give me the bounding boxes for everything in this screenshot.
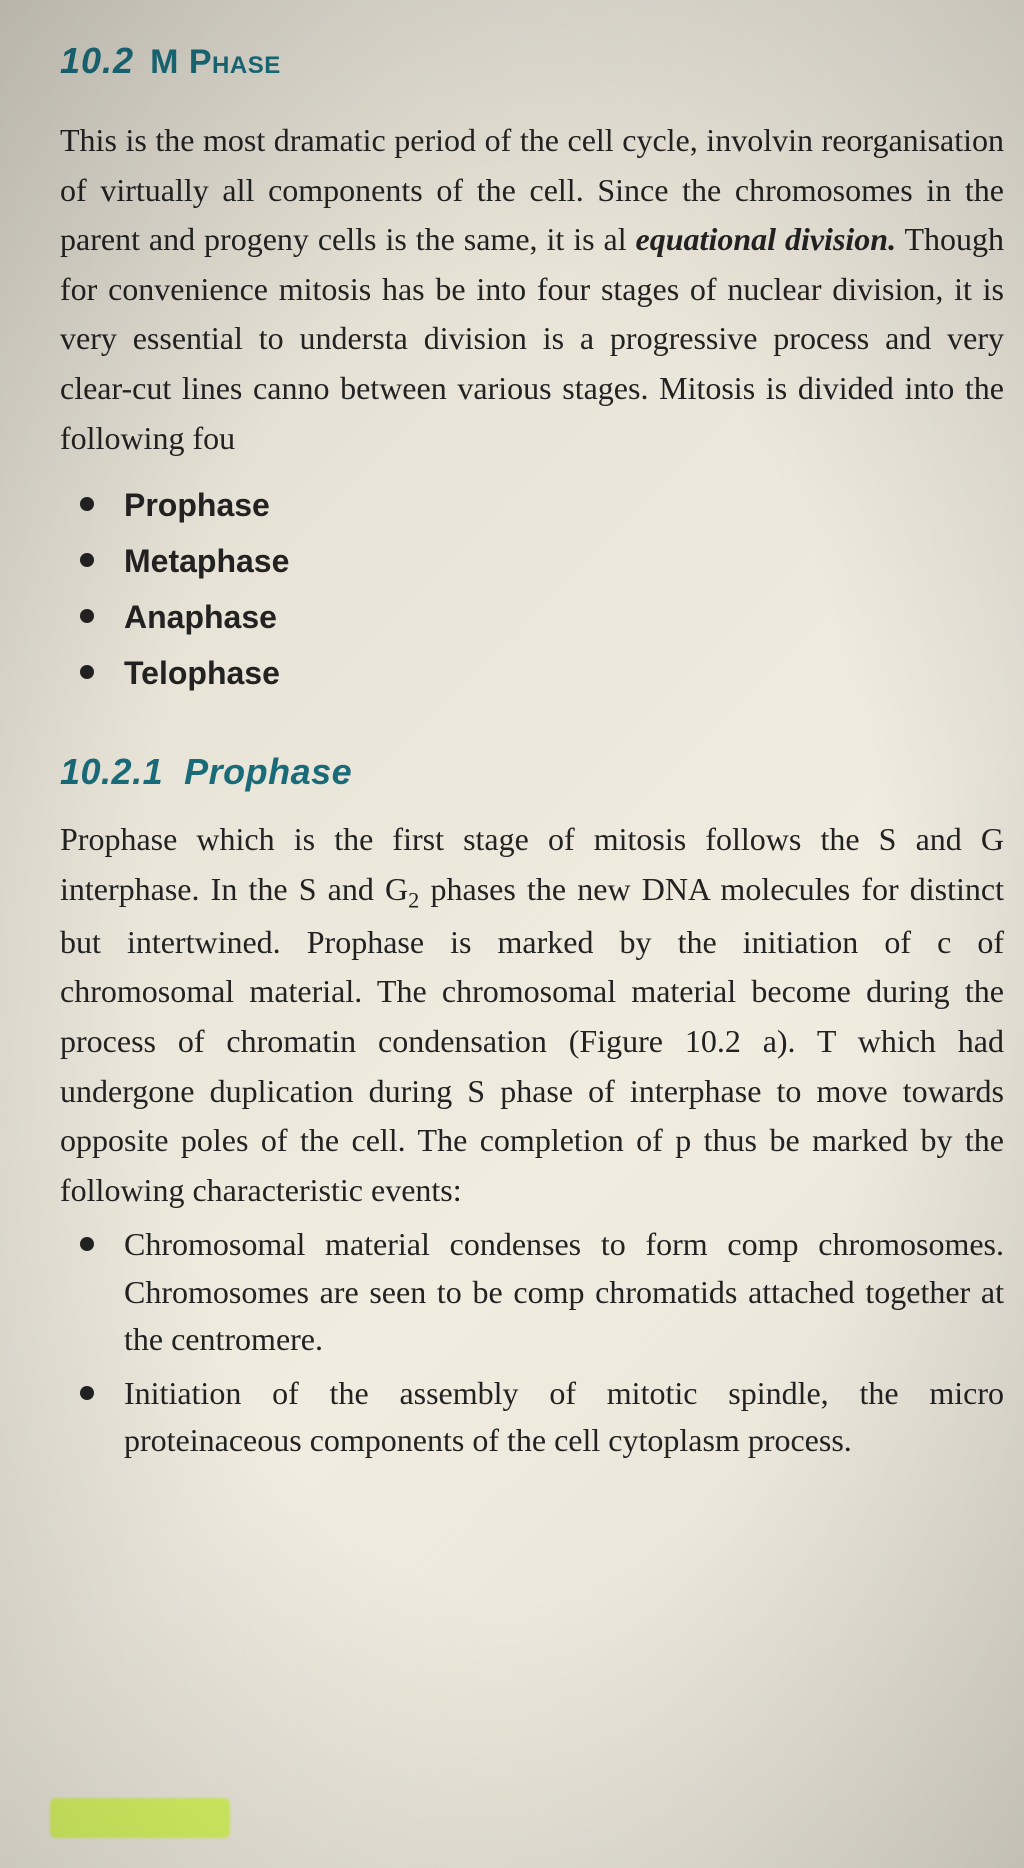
list-item: Telophase <box>124 645 1004 701</box>
list-item: Metaphase <box>124 533 1004 589</box>
list-item: Chromosomal material condenses to form c… <box>124 1221 1004 1363</box>
section-title: M Phase <box>150 43 281 81</box>
event-list: Chromosomal material condenses to form c… <box>60 1221 1004 1464</box>
phase-list: Prophase Metaphase Anaphase Telophase <box>60 477 1004 701</box>
prophase-paragraph: Prophase which is the first stage of mit… <box>60 815 1004 1215</box>
subsection-number: 10.2.1 <box>60 751 163 792</box>
list-item: Initiation of the assembly of mitotic sp… <box>124 1370 1004 1465</box>
intro-bold-term: equational division. <box>636 221 897 257</box>
subsection-title: Prophase <box>184 751 352 792</box>
section-header: 10.2 M Phase <box>60 40 1004 82</box>
section-number: 10.2 <box>60 40 134 81</box>
prophase-text-post: phases the new DNA molecules for distinc… <box>60 871 1004 1208</box>
list-item: Prophase <box>124 477 1004 533</box>
subsection-header: 10.2.1 Prophase <box>60 751 1004 793</box>
highlight-marker <box>50 1798 230 1838</box>
subscript-2: 2 <box>408 887 419 912</box>
list-item: Anaphase <box>124 589 1004 645</box>
intro-paragraph: This is the most dramatic period of the … <box>60 116 1004 463</box>
